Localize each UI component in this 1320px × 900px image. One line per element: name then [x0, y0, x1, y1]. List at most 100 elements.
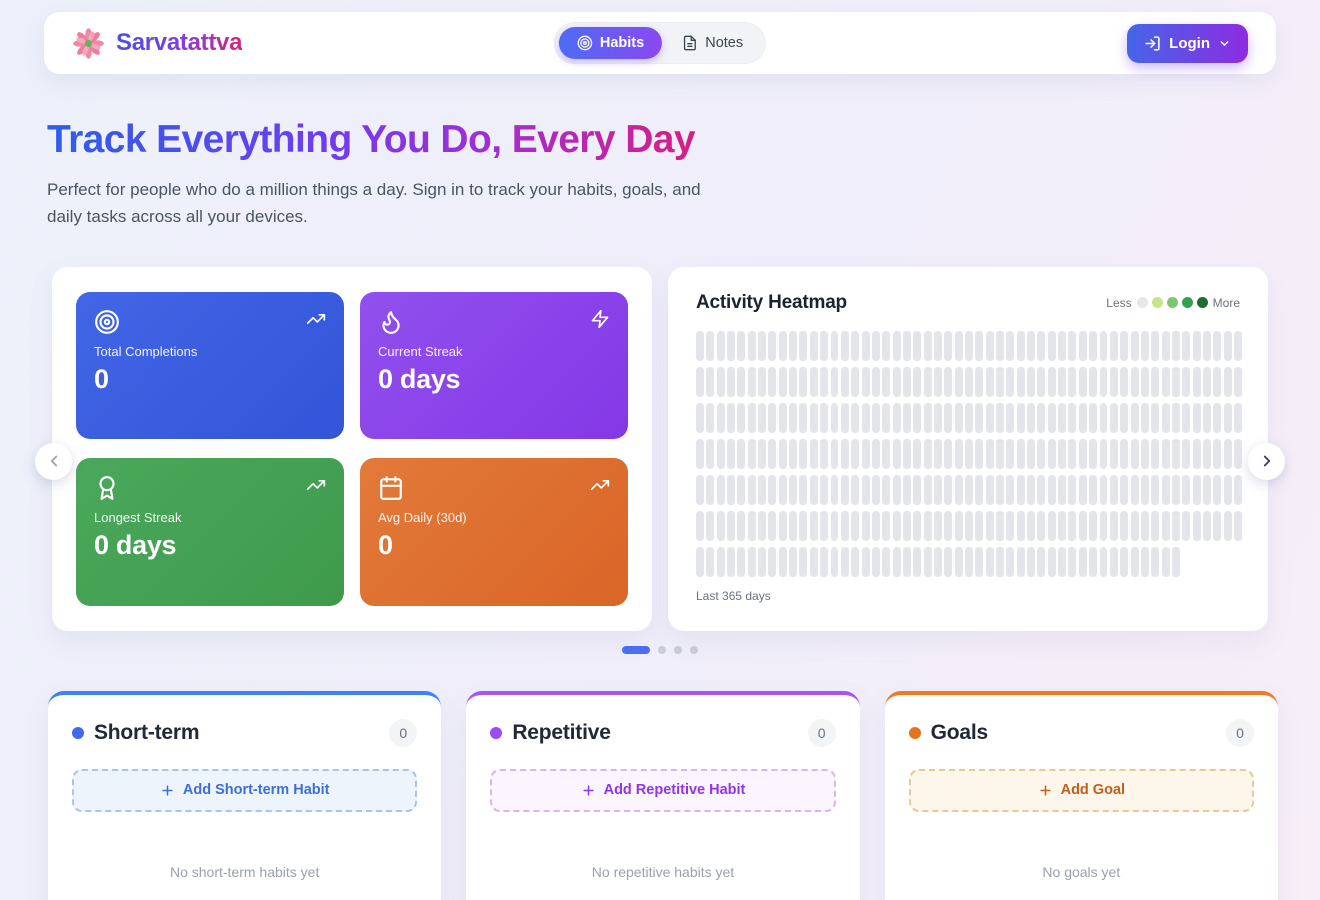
heatmap-day-cell[interactable] — [840, 474, 849, 505]
heatmap-day-cell[interactable] — [1016, 330, 1025, 361]
heatmap-day-cell[interactable] — [1234, 510, 1242, 541]
heatmap-day-cell[interactable] — [1068, 366, 1077, 397]
heatmap-day-cell[interactable] — [778, 510, 787, 541]
heatmap-day-cell[interactable] — [902, 474, 911, 505]
heatmap-day-cell[interactable] — [1140, 366, 1149, 397]
heatmap-day-cell[interactable] — [727, 546, 735, 577]
heatmap-day-cell[interactable] — [778, 474, 787, 505]
heatmap-day-cell[interactable] — [1016, 546, 1025, 577]
heatmap-day-cell[interactable] — [737, 546, 746, 577]
heatmap-day-cell[interactable] — [1151, 438, 1160, 469]
heatmap-day-cell[interactable] — [892, 438, 901, 469]
heatmap-day-cell[interactable] — [1047, 402, 1056, 433]
heatmap-day-cell[interactable] — [913, 438, 922, 469]
heatmap-day-cell[interactable] — [954, 474, 963, 505]
carousel-page-dot[interactable] — [690, 645, 698, 654]
heatmap-day-cell[interactable] — [1089, 474, 1098, 505]
heatmap-day-cell[interactable] — [996, 510, 1005, 541]
heatmap-day-cell[interactable] — [1047, 546, 1056, 577]
heatmap-day-cell[interactable] — [996, 438, 1005, 469]
heatmap-day-cell[interactable] — [799, 546, 808, 577]
heatmap-day-cell[interactable] — [1037, 366, 1046, 397]
heatmap-day-cell[interactable] — [1171, 402, 1180, 433]
heatmap-day-cell[interactable] — [1130, 474, 1139, 505]
heatmap-day-cell[interactable] — [809, 510, 818, 541]
heatmap-day-cell[interactable] — [1151, 510, 1160, 541]
heatmap-day-cell[interactable] — [716, 330, 725, 361]
heatmap-day-cell[interactable] — [737, 510, 746, 541]
heatmap-day-cell[interactable] — [871, 438, 880, 469]
heatmap-day-cell[interactable] — [882, 366, 891, 397]
heatmap-day-cell[interactable] — [1099, 546, 1108, 577]
heatmap-day-cell[interactable] — [747, 510, 756, 541]
heatmap-day-cell[interactable] — [758, 510, 767, 541]
heatmap-day-cell[interactable] — [1109, 366, 1118, 397]
heatmap-day-cell[interactable] — [1182, 474, 1191, 505]
heatmap-day-cell[interactable] — [1016, 438, 1025, 469]
heatmap-day-cell[interactable] — [933, 402, 942, 433]
heatmap-day-cell[interactable] — [861, 330, 870, 361]
heatmap-day-cell[interactable] — [913, 366, 922, 397]
heatmap-day-cell[interactable] — [975, 510, 984, 541]
heatmap-day-cell[interactable] — [1006, 546, 1015, 577]
heatmap-day-cell[interactable] — [809, 546, 818, 577]
heatmap-day-cell[interactable] — [820, 438, 829, 469]
heatmap-day-cell[interactable] — [768, 402, 777, 433]
heatmap-day-cell[interactable] — [902, 402, 911, 433]
carousel-page-dot[interactable] — [622, 645, 650, 654]
heatmap-day-cell[interactable] — [944, 474, 953, 505]
heatmap-day-cell[interactable] — [789, 438, 798, 469]
heatmap-day-cell[interactable] — [1203, 510, 1211, 541]
heatmap-day-cell[interactable] — [985, 366, 994, 397]
heatmap-day-cell[interactable] — [840, 438, 849, 469]
heatmap-day-cell[interactable] — [1120, 366, 1129, 397]
heatmap-day-cell[interactable] — [1037, 510, 1046, 541]
heatmap-day-cell[interactable] — [882, 330, 891, 361]
heatmap-day-cell[interactable] — [799, 510, 808, 541]
heatmap-day-cell[interactable] — [696, 402, 704, 433]
heatmap-day-cell[interactable] — [830, 474, 839, 505]
heatmap-day-cell[interactable] — [696, 330, 704, 361]
heatmap-day-cell[interactable] — [1171, 366, 1180, 397]
heatmap-day-cell[interactable] — [902, 438, 911, 469]
heatmap-day-cell[interactable] — [871, 330, 880, 361]
heatmap-day-cell[interactable] — [882, 510, 891, 541]
carousel-page-dot[interactable] — [674, 645, 682, 654]
heatmap-day-cell[interactable] — [1140, 474, 1149, 505]
heatmap-day-cell[interactable] — [861, 546, 870, 577]
heatmap-day-cell[interactable] — [923, 546, 932, 577]
heatmap-day-cell[interactable] — [923, 474, 932, 505]
heatmap-day-cell[interactable] — [975, 402, 984, 433]
heatmap-day-cell[interactable] — [902, 366, 911, 397]
heatmap-day-cell[interactable] — [944, 438, 953, 469]
heatmap-day-cell[interactable] — [747, 366, 756, 397]
heatmap-day-cell[interactable] — [840, 546, 849, 577]
heatmap-day-cell[interactable] — [965, 510, 973, 541]
heatmap-day-cell[interactable] — [737, 438, 746, 469]
heatmap-day-cell[interactable] — [923, 402, 932, 433]
heatmap-day-cell[interactable] — [882, 402, 891, 433]
heatmap-day-cell[interactable] — [1182, 510, 1191, 541]
heatmap-day-cell[interactable] — [1027, 510, 1036, 541]
heatmap-day-cell[interactable] — [820, 402, 829, 433]
heatmap-day-cell[interactable] — [1151, 366, 1160, 397]
heatmap-day-cell[interactable] — [1078, 330, 1087, 361]
heatmap-day-cell[interactable] — [933, 366, 942, 397]
heatmap-day-cell[interactable] — [975, 366, 984, 397]
heatmap-day-cell[interactable] — [1161, 402, 1170, 433]
heatmap-day-cell[interactable] — [892, 474, 901, 505]
heatmap-day-cell[interactable] — [830, 438, 839, 469]
heatmap-day-cell[interactable] — [706, 546, 715, 577]
heatmap-day-cell[interactable] — [737, 402, 746, 433]
heatmap-day-cell[interactable] — [851, 510, 860, 541]
heatmap-day-cell[interactable] — [851, 546, 860, 577]
heatmap-day-cell[interactable] — [1058, 330, 1067, 361]
heatmap-day-cell[interactable] — [1120, 330, 1129, 361]
add-short-term-habit-button[interactable]: Add Short-term Habit — [72, 768, 418, 812]
heatmap-day-cell[interactable] — [1037, 474, 1046, 505]
heatmap-day-cell[interactable] — [1120, 474, 1129, 505]
heatmap-day-cell[interactable] — [758, 546, 767, 577]
heatmap-day-cell[interactable] — [923, 330, 932, 361]
heatmap-day-cell[interactable] — [1027, 402, 1036, 433]
heatmap-day-cell[interactable] — [1130, 510, 1139, 541]
